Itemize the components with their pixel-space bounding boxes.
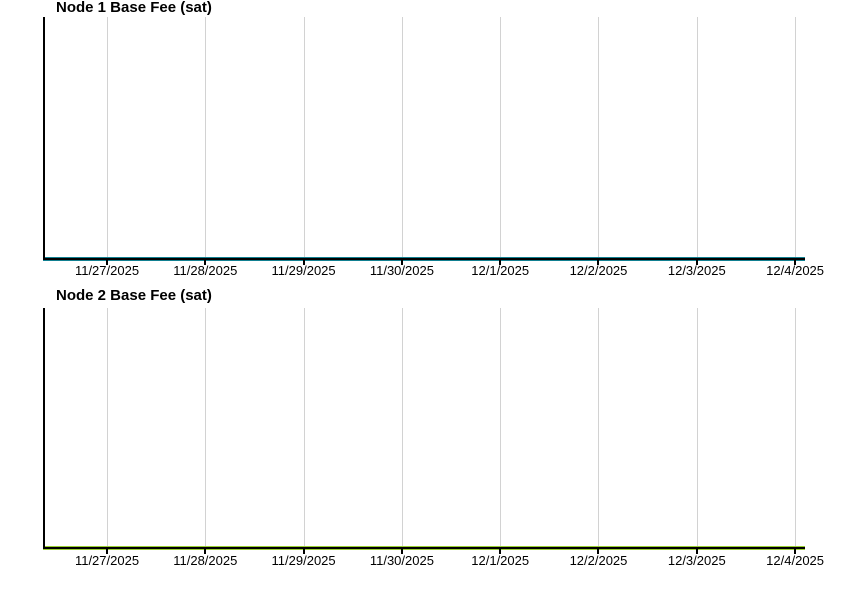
gridline <box>598 17 600 259</box>
gridline <box>205 17 207 259</box>
chart2-x-axis <box>43 547 805 549</box>
x-axis-tick <box>106 259 108 265</box>
chart2-x-tick-labels: 11/27/2025 11/28/2025 11/29/2025 11/30/2025… <box>43 553 824 569</box>
gridline <box>500 17 502 259</box>
x-axis-tick <box>499 259 502 265</box>
x-axis-tick <box>499 548 502 554</box>
gridline <box>205 308 207 548</box>
x-tick-label: 12/1/2025 <box>471 263 530 278</box>
x-axis-tick <box>106 548 108 554</box>
gridline <box>500 308 502 548</box>
chart1-plot-area <box>43 17 805 265</box>
gridline <box>107 308 108 548</box>
gridline <box>795 17 797 259</box>
chart1-y-axis <box>43 17 45 260</box>
x-tick-label: 12/4/2025 <box>766 263 825 278</box>
x-axis-tick <box>794 548 797 554</box>
x-axis-tick <box>794 259 797 265</box>
x-tick-label: 11/27/2025 <box>74 553 140 568</box>
x-axis-tick <box>597 548 600 554</box>
gridline <box>401 17 403 259</box>
x-tick-label: 12/1/2025 <box>471 553 530 568</box>
chart1-title: Node 1 Base Fee (sat) <box>56 0 212 16</box>
x-axis-tick <box>204 259 207 265</box>
x-tick-label: 12/2/2025 <box>569 553 628 568</box>
x-tick-label: 12/2/2025 <box>569 263 628 278</box>
chart2-plot-area <box>43 308 805 554</box>
chart1-x-axis <box>43 258 805 260</box>
gridline <box>696 17 698 259</box>
chart2-y-axis <box>43 308 45 549</box>
x-axis-tick <box>302 548 305 554</box>
x-tick-label: 11/30/2025 <box>369 553 434 568</box>
x-axis-tick <box>400 548 403 554</box>
x-axis-tick <box>400 259 403 265</box>
x-tick-label: 12/4/2025 <box>766 553 825 568</box>
x-tick-label: 11/27/2025 <box>74 263 140 278</box>
x-axis-tick <box>695 259 698 265</box>
gridline <box>303 308 305 548</box>
x-tick-label: 11/28/2025 <box>173 553 238 568</box>
x-tick-label: 11/29/2025 <box>271 553 336 568</box>
x-axis-tick <box>204 548 207 554</box>
gridline <box>696 308 698 548</box>
gridline <box>107 17 108 259</box>
gridline <box>795 308 797 548</box>
x-axis-tick <box>597 259 600 265</box>
x-tick-label: 12/3/2025 <box>667 263 726 278</box>
chart1-x-tick-labels: 11/27/2025 11/28/2025 11/29/2025 11/30/2025… <box>43 263 824 279</box>
chart2-title: Node 2 Base Fee (sat) <box>56 287 212 304</box>
x-axis-tick <box>302 259 305 265</box>
gridline <box>401 308 403 548</box>
x-tick-label: 11/30/2025 <box>369 263 434 278</box>
gridline <box>598 308 600 548</box>
x-axis-tick <box>695 548 698 554</box>
gridline <box>303 17 305 259</box>
x-tick-label: 12/3/2025 <box>667 553 726 568</box>
x-tick-label: 11/29/2025 <box>271 263 336 278</box>
x-tick-label: 11/28/2025 <box>173 263 238 278</box>
